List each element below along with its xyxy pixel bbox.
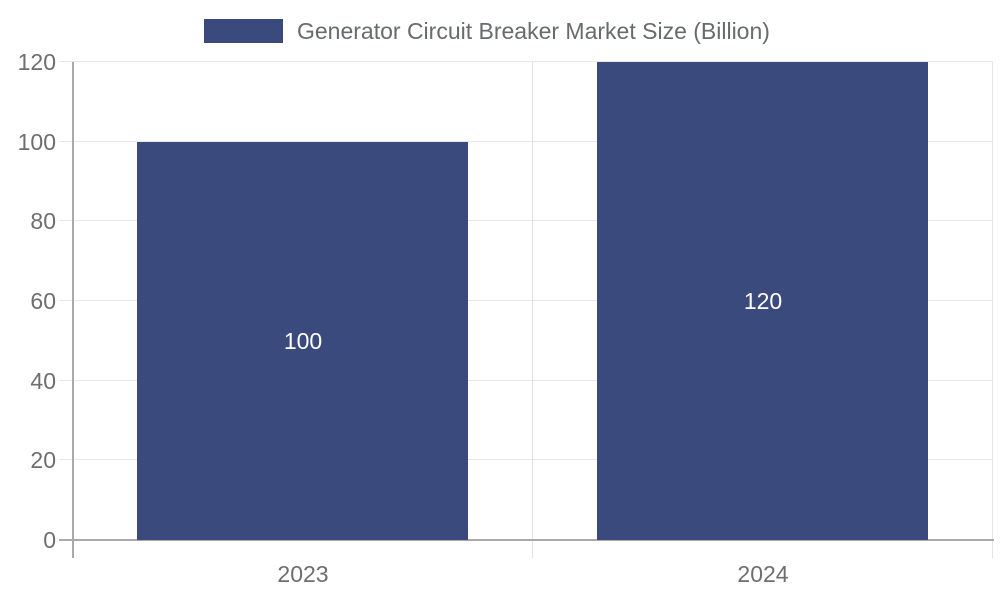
gridline-x-boundary bbox=[532, 62, 533, 558]
bar-value-label: 120 bbox=[743, 288, 783, 314]
gridline-y-40 bbox=[60, 380, 993, 381]
y-tick-label: 60 bbox=[30, 288, 56, 314]
y-tick-label: 0 bbox=[43, 527, 56, 553]
x-axis-line bbox=[59, 539, 994, 541]
gridline-y-60 bbox=[60, 300, 993, 301]
gridline-y-100 bbox=[60, 141, 993, 142]
legend-swatch bbox=[204, 19, 283, 43]
gridline-x-boundary bbox=[992, 62, 993, 558]
bar-2023[interactable] bbox=[137, 142, 468, 540]
gridline-y-80 bbox=[60, 220, 993, 221]
gridline-y-120 bbox=[60, 61, 993, 62]
gridline-y-20 bbox=[60, 459, 993, 460]
y-tick-label: 80 bbox=[30, 208, 56, 234]
bar-value-label: 100 bbox=[283, 328, 323, 354]
y-tick-label: 40 bbox=[30, 368, 56, 394]
legend-label: Generator Circuit Breaker Market Size (B… bbox=[297, 18, 770, 44]
bar-2024[interactable] bbox=[597, 62, 928, 540]
y-tick-label: 100 bbox=[17, 129, 56, 155]
y-tick-label: 20 bbox=[30, 447, 56, 473]
x-tick-label: 2024 bbox=[737, 561, 789, 587]
legend-item[interactable]: Generator Circuit Breaker Market Size (B… bbox=[204, 17, 770, 45]
y-axis-line bbox=[72, 62, 74, 558]
y-tick-label: 120 bbox=[17, 49, 56, 75]
x-tick-label: 2023 bbox=[277, 561, 329, 587]
